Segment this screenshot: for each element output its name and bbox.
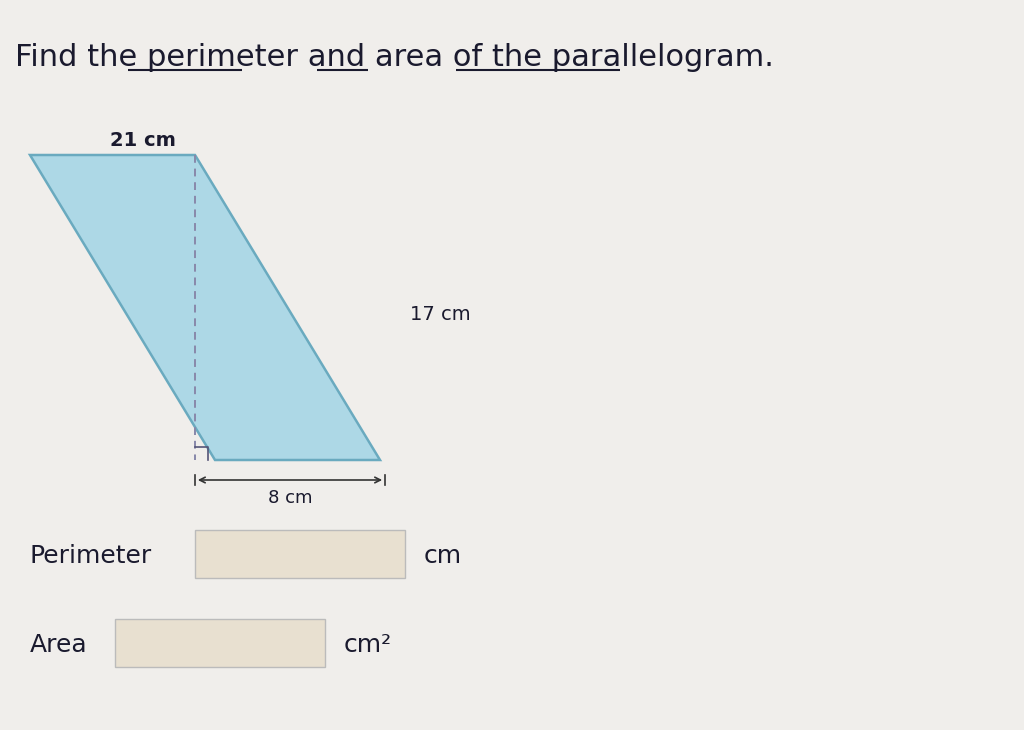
- Text: cm: cm: [424, 544, 462, 568]
- Text: Find the perimeter and area of the parallelogram.: Find the perimeter and area of the paral…: [15, 42, 774, 72]
- Polygon shape: [30, 155, 380, 460]
- Text: cm²: cm²: [344, 633, 392, 657]
- Bar: [115, 619, 325, 667]
- Bar: [195, 530, 406, 578]
- Text: 21 cm: 21 cm: [110, 131, 176, 150]
- Text: 8 cm: 8 cm: [267, 489, 312, 507]
- Text: Area: Area: [30, 633, 88, 657]
- Text: 17 cm: 17 cm: [410, 305, 471, 325]
- Text: Perimeter: Perimeter: [30, 544, 153, 568]
